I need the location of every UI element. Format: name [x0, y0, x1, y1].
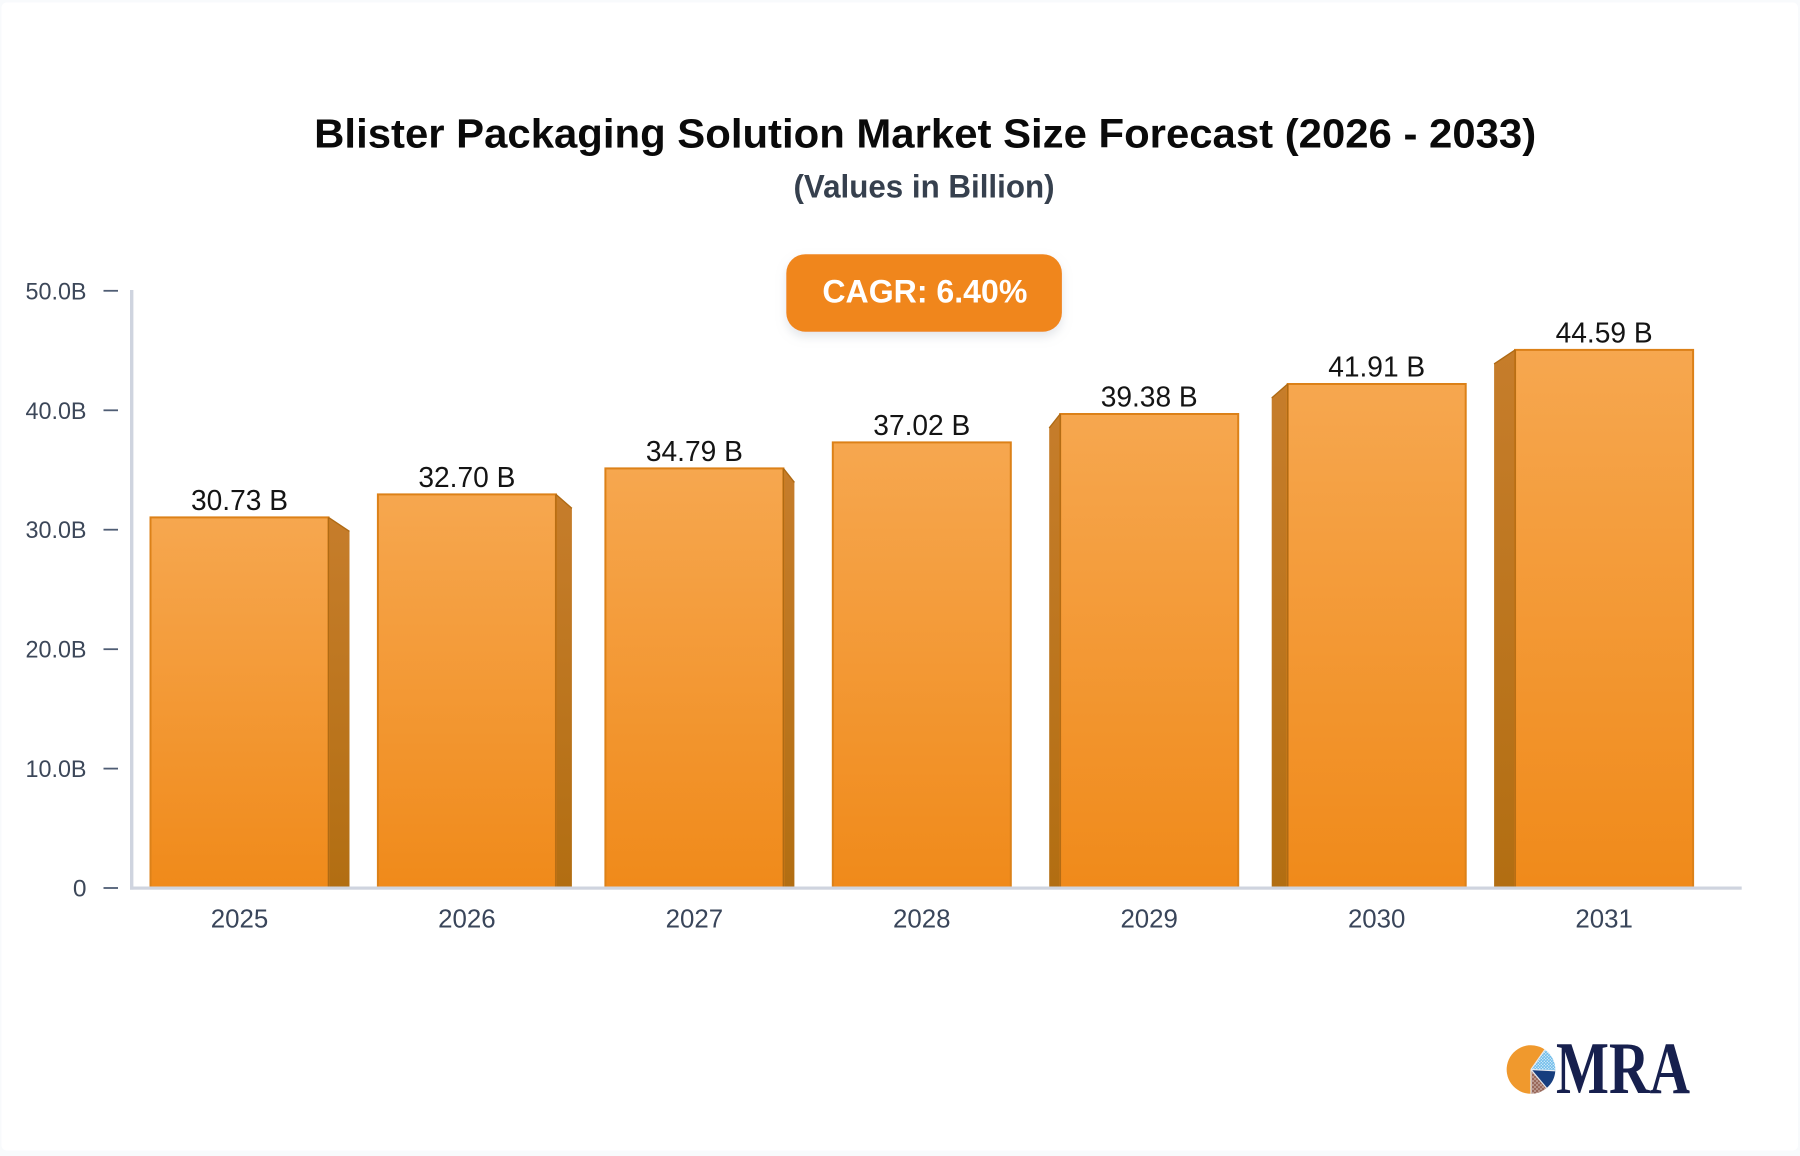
- svg-text:50.0B: 50.0B: [26, 278, 87, 305]
- svg-text:20.0B: 20.0B: [26, 637, 87, 664]
- svg-text:2031: 2031: [1575, 904, 1633, 934]
- svg-text:2028: 2028: [893, 904, 951, 934]
- svg-text:44.59 B: 44.59 B: [1556, 318, 1653, 350]
- svg-text:2027: 2027: [666, 904, 724, 934]
- svg-text:CAGR: 6.40%: CAGR: 6.40%: [822, 274, 1027, 310]
- svg-text:37.02 B: 37.02 B: [873, 410, 970, 442]
- svg-text:0: 0: [73, 876, 87, 903]
- svg-text:30.0B: 30.0B: [26, 517, 87, 544]
- svg-text:2030: 2030: [1348, 904, 1406, 934]
- svg-text:2026: 2026: [438, 904, 496, 934]
- svg-text:41.91 B: 41.91 B: [1328, 352, 1425, 384]
- svg-text:2029: 2029: [1120, 904, 1178, 934]
- svg-text:MRA: MRA: [1556, 1028, 1690, 1110]
- svg-text:(Values in Billion): (Values in Billion): [794, 168, 1055, 204]
- svg-text:32.70 B: 32.70 B: [418, 462, 515, 494]
- svg-text:40.0B: 40.0B: [26, 398, 87, 425]
- svg-text:Blister Packaging Solution Mar: Blister Packaging Solution Market Size F…: [314, 111, 1536, 157]
- svg-text:30.73 B: 30.73 B: [191, 485, 288, 517]
- svg-text:10.0B: 10.0B: [26, 756, 87, 783]
- svg-text:34.79 B: 34.79 B: [646, 436, 743, 468]
- svg-text:39.38 B: 39.38 B: [1101, 382, 1198, 414]
- svg-text:2025: 2025: [211, 904, 269, 934]
